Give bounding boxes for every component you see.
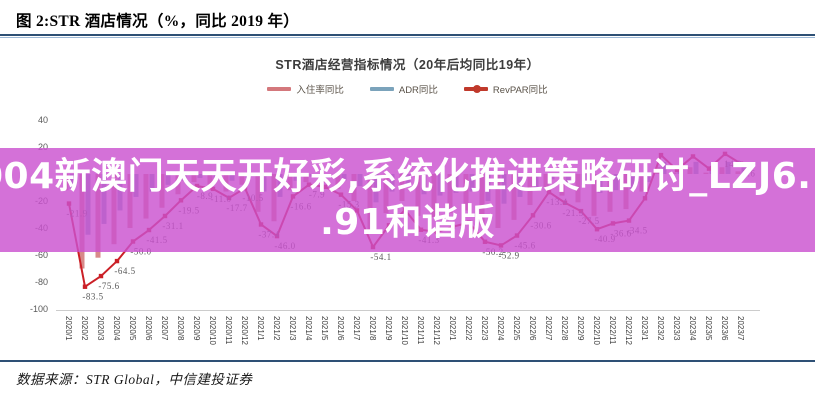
svg-text:-100: -100 xyxy=(30,304,48,314)
svg-text:2023/5: 2023/5 xyxy=(704,316,713,341)
svg-text:-54.1: -54.1 xyxy=(370,252,391,262)
svg-text:2020/3: 2020/3 xyxy=(96,316,105,341)
svg-text:2021/2: 2021/2 xyxy=(272,316,281,341)
overlay-banner-line2: .91和谐版 xyxy=(320,202,495,243)
svg-text:2022/7: 2022/7 xyxy=(544,316,553,341)
legend-dash-icon xyxy=(369,87,394,91)
legend-item-2: ADR同比 xyxy=(369,82,438,96)
legend-dash-icon xyxy=(267,87,292,91)
svg-text:-83.5: -83.5 xyxy=(82,292,103,302)
svg-text:2021/5: 2021/5 xyxy=(320,316,329,341)
svg-text:2021/11: 2021/11 xyxy=(416,316,425,345)
svg-text:2020/1: 2020/1 xyxy=(64,316,73,341)
legend-item-3: RevPAR同比 xyxy=(463,82,548,96)
overlay-banner-line1: 2004新澳门天天开好彩,系统化推进策略研讨_LZJ6.10 xyxy=(0,156,815,197)
chart-title: STR酒店经营指标情况（20年后均同比19年） xyxy=(275,58,540,72)
svg-text:2021/12: 2021/12 xyxy=(432,316,441,345)
svg-text:2021/4: 2021/4 xyxy=(304,316,313,341)
svg-text:2022/5: 2022/5 xyxy=(512,316,521,341)
legend-label: RevPAR同比 xyxy=(492,85,548,96)
svg-text:-80: -80 xyxy=(35,277,48,287)
figure-header: 图 2:STR 酒店情况（%，同比 2019 年） xyxy=(0,0,815,34)
svg-text:2022/6: 2022/6 xyxy=(528,316,537,341)
svg-text:2022/8: 2022/8 xyxy=(560,316,569,341)
overlay-banner: 2004新澳门天天开好彩,系统化推进策略研讨_LZJ6.10 .91和谐版 xyxy=(0,148,815,252)
svg-text:2023/1: 2023/1 xyxy=(640,316,649,341)
svg-text:2020/4: 2020/4 xyxy=(112,316,121,341)
svg-text:2022/1: 2022/1 xyxy=(448,316,457,341)
svg-text:2022/2: 2022/2 xyxy=(464,316,473,341)
svg-text:2022/9: 2022/9 xyxy=(576,316,585,341)
svg-text:2021/1: 2021/1 xyxy=(256,316,265,341)
svg-text:2023/4: 2023/4 xyxy=(688,316,697,341)
legend-label: ADR同比 xyxy=(398,85,438,96)
header-divider-light xyxy=(0,37,815,38)
svg-text:2020/8: 2020/8 xyxy=(176,316,185,341)
svg-text:2021/7: 2021/7 xyxy=(352,316,361,341)
legend-point-icon xyxy=(472,85,481,94)
svg-text:-52.9: -52.9 xyxy=(498,250,519,260)
svg-text:2020/5: 2020/5 xyxy=(128,316,137,341)
svg-text:2020/9: 2020/9 xyxy=(192,316,201,341)
svg-text:2020/10: 2020/10 xyxy=(208,316,217,345)
svg-text:2022/12: 2022/12 xyxy=(624,316,633,345)
chart-legend: 入住率同比 ADR同比 RevPAR同比 xyxy=(0,82,815,96)
figure-title: 图 2:STR 酒店情况（%，同比 2019 年） xyxy=(16,13,300,30)
svg-text:2021/9: 2021/9 xyxy=(384,316,393,341)
svg-text:2022/4: 2022/4 xyxy=(496,316,505,341)
svg-text:-75.6: -75.6 xyxy=(98,281,119,291)
svg-text:2020/12: 2020/12 xyxy=(240,316,249,345)
svg-text:2021/6: 2021/6 xyxy=(336,316,345,341)
svg-text:2023/3: 2023/3 xyxy=(672,316,681,341)
header-divider xyxy=(0,34,815,36)
svg-text:-64.5: -64.5 xyxy=(114,266,135,276)
svg-text:2022/3: 2022/3 xyxy=(480,316,489,341)
legend-dash-icon xyxy=(463,85,488,94)
legend-item-1: 入住率同比 xyxy=(267,82,344,96)
svg-text:-60: -60 xyxy=(35,250,48,260)
svg-text:2023/6: 2023/6 xyxy=(720,316,729,341)
svg-text:2023/7: 2023/7 xyxy=(736,316,745,341)
svg-text:2021/8: 2021/8 xyxy=(368,316,377,341)
x-axis-labels: 2020/1 2020/2 2020/3 2020/4 2020/5 2020/6 2020… xyxy=(64,316,745,345)
svg-text:2023/2: 2023/2 xyxy=(656,316,665,341)
svg-text:2022/11: 2022/11 xyxy=(608,316,617,345)
svg-text:20: 20 xyxy=(38,142,48,152)
svg-text:2022/10: 2022/10 xyxy=(592,316,601,345)
svg-text:2020/2: 2020/2 xyxy=(80,316,89,341)
svg-text:2021/10: 2021/10 xyxy=(400,316,409,345)
svg-text:2020/6: 2020/6 xyxy=(144,316,153,341)
svg-text:2020/7: 2020/7 xyxy=(160,316,169,341)
svg-text:40: 40 xyxy=(38,115,48,125)
svg-text:2020/11: 2020/11 xyxy=(224,316,233,345)
footer-divider xyxy=(0,360,815,362)
legend-label: 入住率同比 xyxy=(296,85,344,96)
svg-text:2021/3: 2021/3 xyxy=(288,316,297,341)
data-source: 数据来源：STR Global，中信建投证券 xyxy=(16,372,253,387)
